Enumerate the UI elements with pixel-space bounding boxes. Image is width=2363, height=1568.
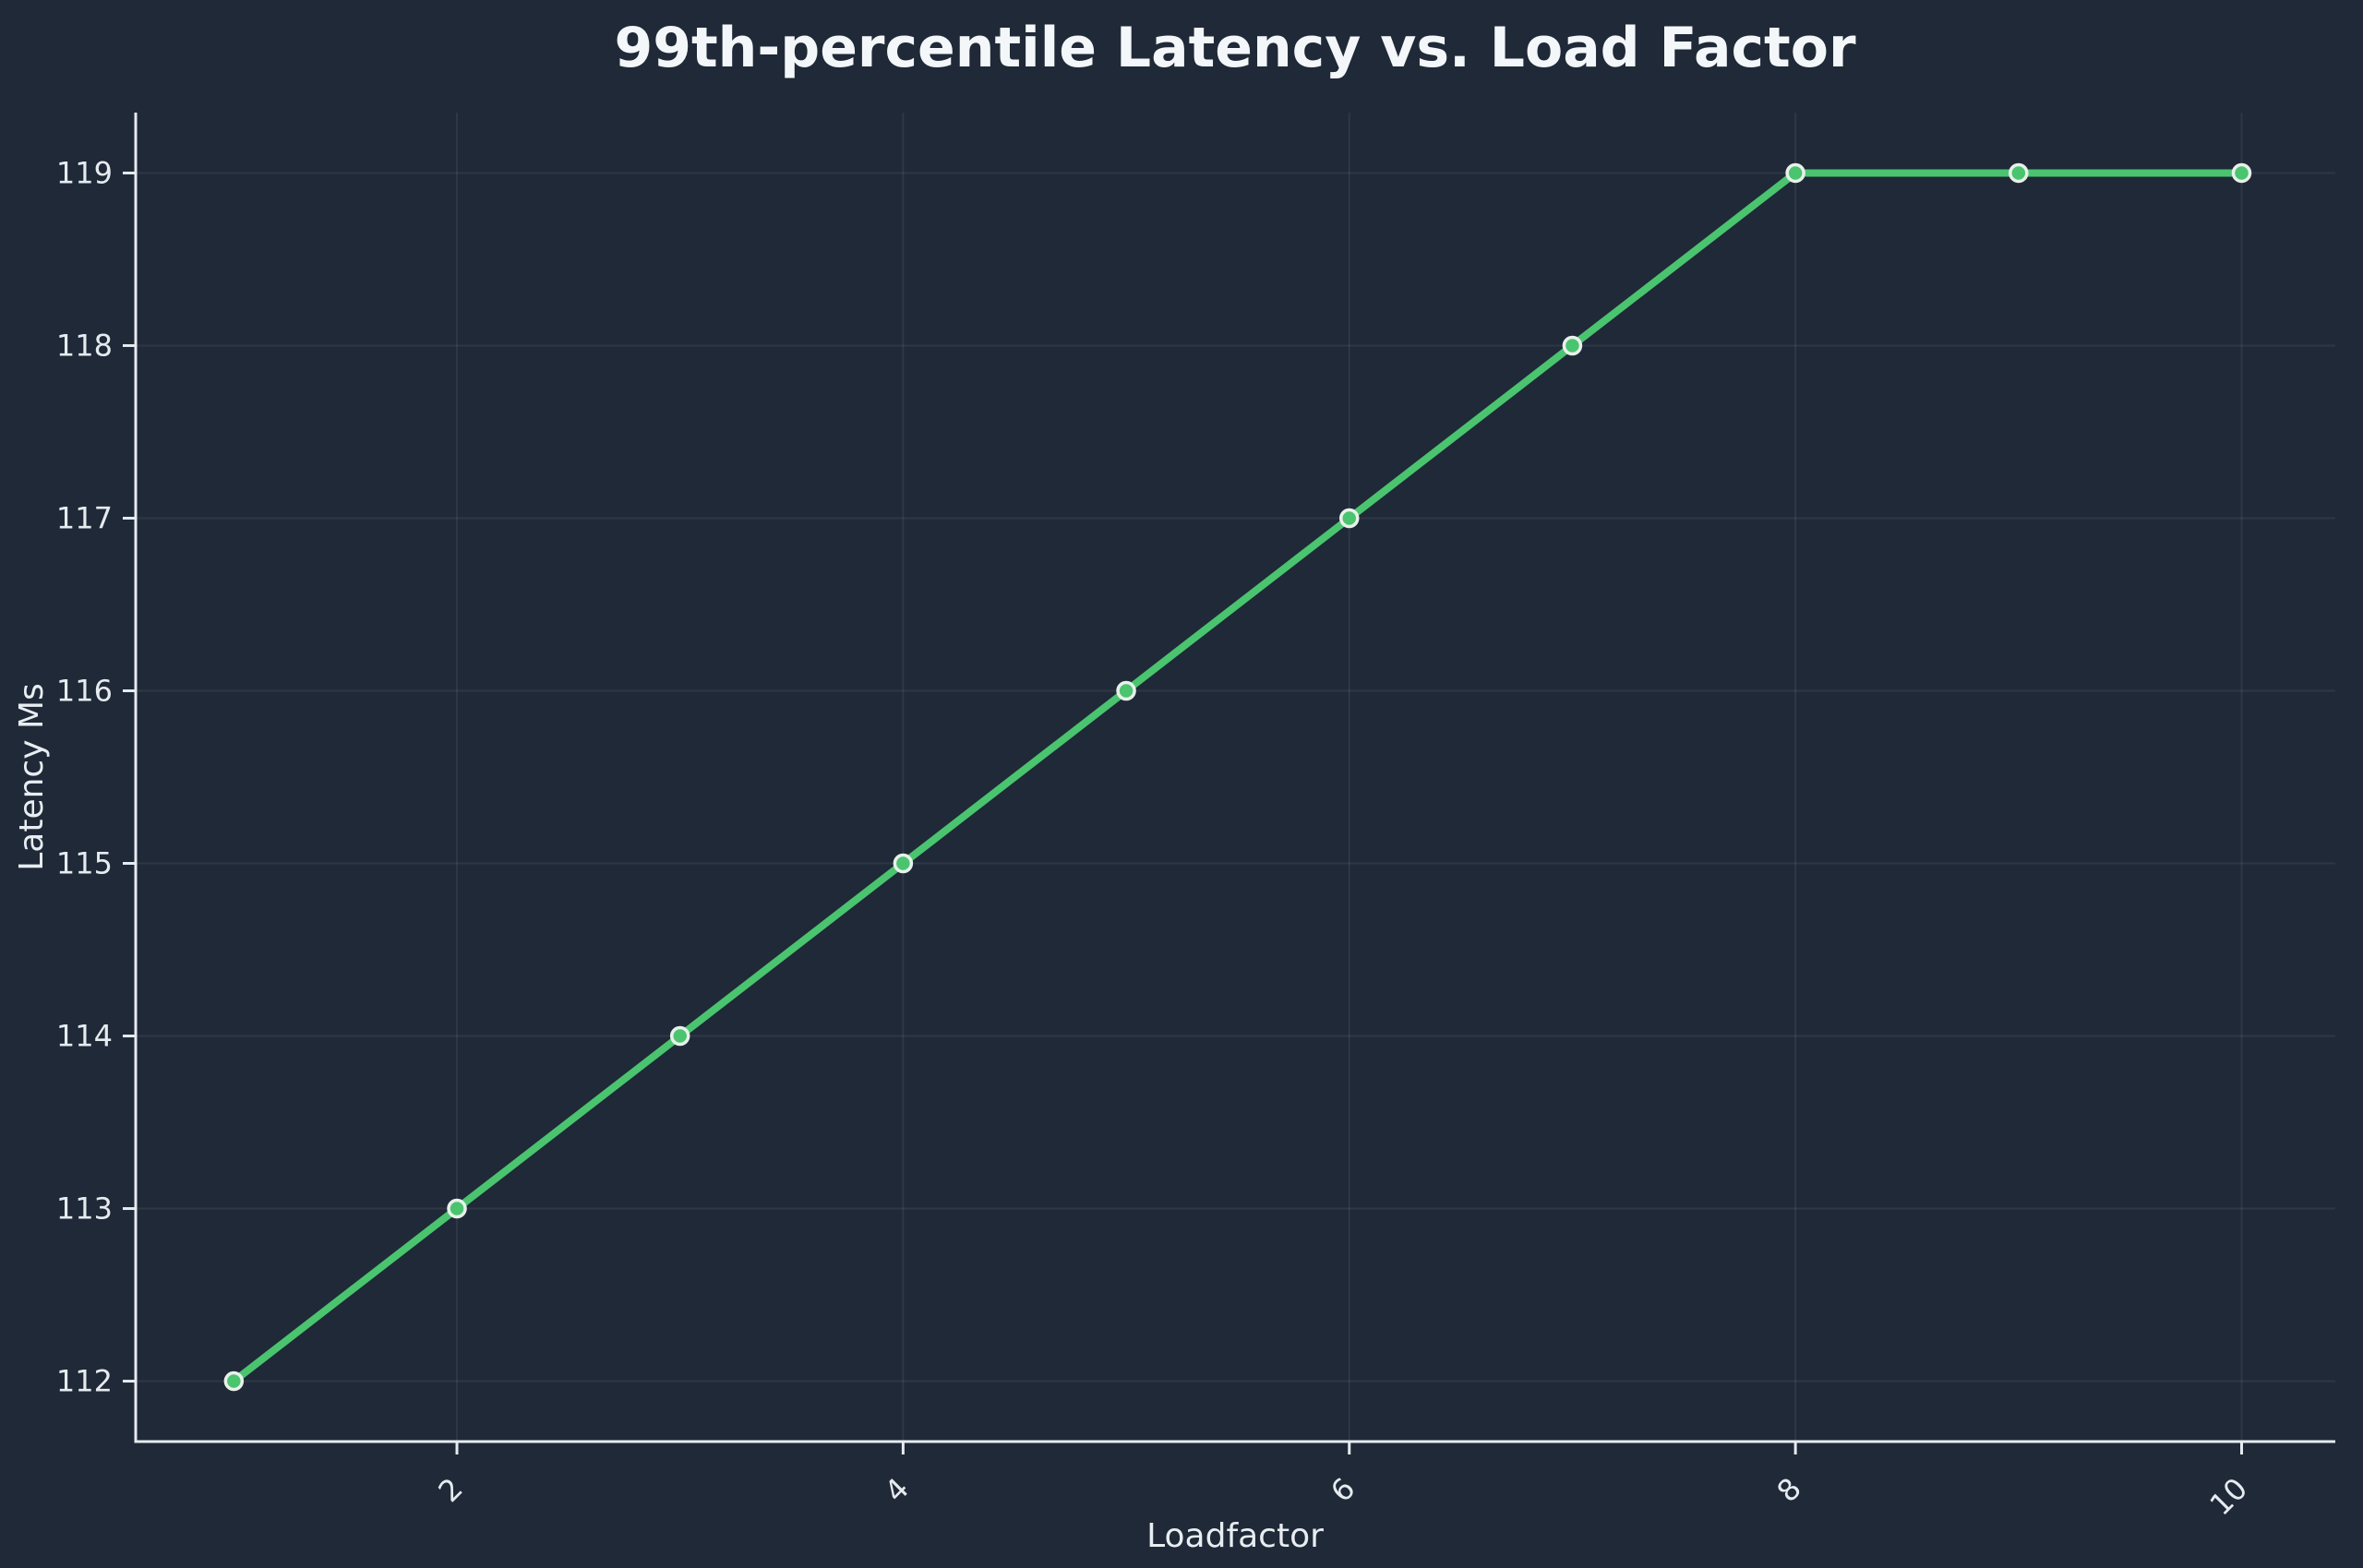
x-tick-label: 4 bbox=[878, 1471, 916, 1509]
data-point bbox=[1785, 162, 1805, 184]
data-point bbox=[447, 1198, 467, 1219]
y-tick-label: 119 bbox=[56, 156, 113, 191]
y-tick-label: 118 bbox=[56, 329, 113, 364]
data-point bbox=[2231, 162, 2252, 184]
x-tick-label: 2 bbox=[431, 1471, 469, 1509]
chart-title: 99th-percentile Latency vs. Load Factor bbox=[614, 16, 1855, 80]
series-line bbox=[230, 169, 2246, 1385]
x-axis-label: Loadfactor bbox=[1146, 1517, 1324, 1555]
data-point bbox=[1116, 680, 1136, 701]
data-point bbox=[1562, 335, 1583, 356]
y-tick-label: 116 bbox=[56, 674, 113, 709]
axes: 112 113 114 115 116 117 118 119 2 4 6 8 10 bbox=[56, 113, 2335, 1522]
y-axis-label: Latency Ms bbox=[13, 683, 51, 871]
data-point bbox=[223, 1371, 245, 1392]
data-point bbox=[1339, 508, 1360, 529]
x-tick-label: 6 bbox=[1324, 1471, 1361, 1509]
data-point bbox=[2009, 162, 2029, 184]
y-tick-label: 115 bbox=[56, 846, 113, 881]
y-tick-label: 113 bbox=[56, 1191, 113, 1227]
x-tick-label: 8 bbox=[1770, 1471, 1808, 1509]
gridlines bbox=[136, 113, 2335, 1442]
x-tick-label: 10 bbox=[2202, 1471, 2254, 1523]
data-point bbox=[893, 853, 914, 874]
latency-series bbox=[223, 162, 2252, 1392]
data-point bbox=[669, 1025, 690, 1047]
y-tick-label: 117 bbox=[56, 501, 113, 536]
y-tick-label: 112 bbox=[56, 1364, 113, 1399]
y-tick-label: 114 bbox=[56, 1019, 113, 1054]
